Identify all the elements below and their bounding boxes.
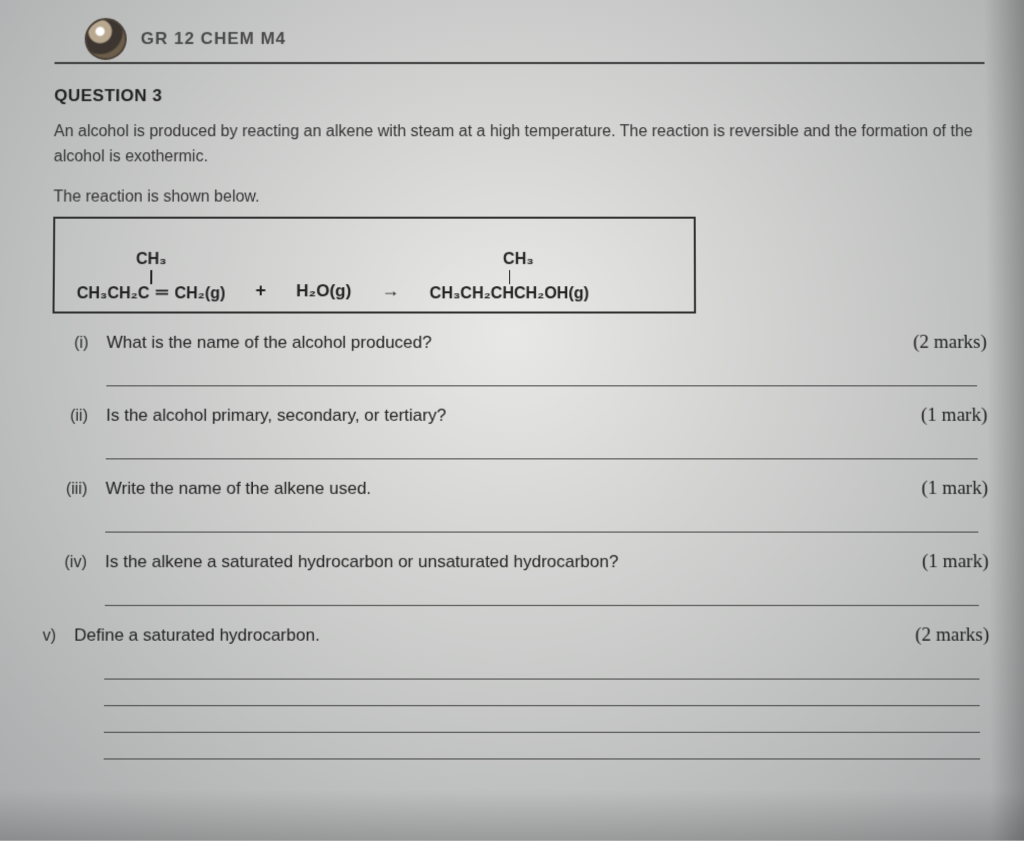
- course-code: GR 12 CHEM M4: [141, 29, 286, 49]
- worksheet-page: GR 12 CHEM M4 QUESTION 3 An alcohol is p…: [0, 0, 1024, 841]
- answer-lines: [106, 360, 977, 386]
- answer-line[interactable]: [104, 732, 980, 759]
- part-marks: (1 mark): [877, 551, 988, 573]
- part-marks: (1 mark): [877, 477, 988, 499]
- plus-sign: +: [255, 280, 266, 303]
- school-logo: [85, 18, 127, 60]
- part-number: (iii): [51, 480, 87, 498]
- part-number: (i): [52, 334, 88, 352]
- water-formula: H₂O(g): [296, 281, 351, 303]
- answer-lines: [105, 506, 978, 532]
- question-part: (iii) Write the name of the alkene used.…: [51, 477, 988, 499]
- page-shadow: [0, 789, 1024, 840]
- page-header: GR 12 CHEM M4: [55, 18, 985, 60]
- alcohol-formula: CH₃CH₂CHCH₂OH(g): [430, 285, 589, 303]
- question-part: (i) What is the name of the alcohol prod…: [52, 331, 987, 353]
- question-part: (ii) Is the alcohol primary, secondary, …: [52, 404, 988, 426]
- part-text: Is the alcohol primary, secondary, or te…: [106, 405, 859, 425]
- product-alcohol: CH₃ CH₃CH₂CHCH₂OH(g): [430, 251, 589, 303]
- question-part: v) Define a saturated hydrocarbon. (2 ma…: [20, 624, 990, 646]
- part-number: (iv): [50, 554, 86, 572]
- reaction-caption: The reaction is shown below.: [53, 188, 985, 206]
- part-text: Define a saturated hydrocarbon.: [74, 625, 860, 645]
- answer-line[interactable]: [105, 579, 979, 606]
- reactant-alkene: CH₃ CH₃CH₂C ＝ CH₂(g): [77, 251, 226, 303]
- answer-line[interactable]: [106, 360, 977, 386]
- bond-line-icon: [150, 270, 152, 284]
- question-part: (iv) Is the alkene a saturated hydrocarb…: [50, 551, 988, 573]
- reaction-box: CH₃ CH₃CH₂C ＝ CH₂(g) + H₂O(g) → CH₃ CH₃C…: [53, 216, 696, 313]
- part-number: v): [20, 627, 57, 645]
- branch-label: CH₃: [503, 251, 534, 269]
- answer-lines: [104, 653, 980, 760]
- alkene-formula: CH₃CH₂C ＝ CH₂(g): [77, 285, 226, 303]
- header-rule: [54, 62, 984, 64]
- part-marks: (2 marks): [876, 331, 987, 353]
- answer-lines: [105, 579, 979, 606]
- part-text: Write the name of the alkene used.: [105, 478, 859, 498]
- answer-line[interactable]: [104, 679, 980, 706]
- question-intro: An alcohol is produced by reacting an al…: [54, 120, 986, 170]
- answer-line[interactable]: [105, 506, 978, 532]
- bond-line-icon: [509, 270, 511, 284]
- page-shadow: [984, 0, 1024, 841]
- part-text: Is the alkene a saturated hydrocarbon or…: [105, 552, 859, 572]
- answer-lines: [106, 433, 978, 459]
- reaction-arrow-icon: →: [381, 280, 399, 303]
- answer-line[interactable]: [104, 653, 979, 680]
- answer-line[interactable]: [104, 706, 980, 733]
- question-heading: QUESTION 3: [54, 86, 985, 106]
- branch-label: CH₃: [136, 251, 167, 269]
- part-marks: (1 mark): [877, 404, 988, 426]
- reaction-equation: CH₃ CH₃CH₂C ＝ CH₂(g) + H₂O(g) → CH₃ CH₃C…: [73, 228, 676, 303]
- answer-line[interactable]: [106, 433, 978, 459]
- part-marks: (2 marks): [878, 624, 989, 646]
- part-number: (ii): [52, 407, 88, 425]
- part-text: What is the name of the alcohol produced…: [107, 332, 859, 352]
